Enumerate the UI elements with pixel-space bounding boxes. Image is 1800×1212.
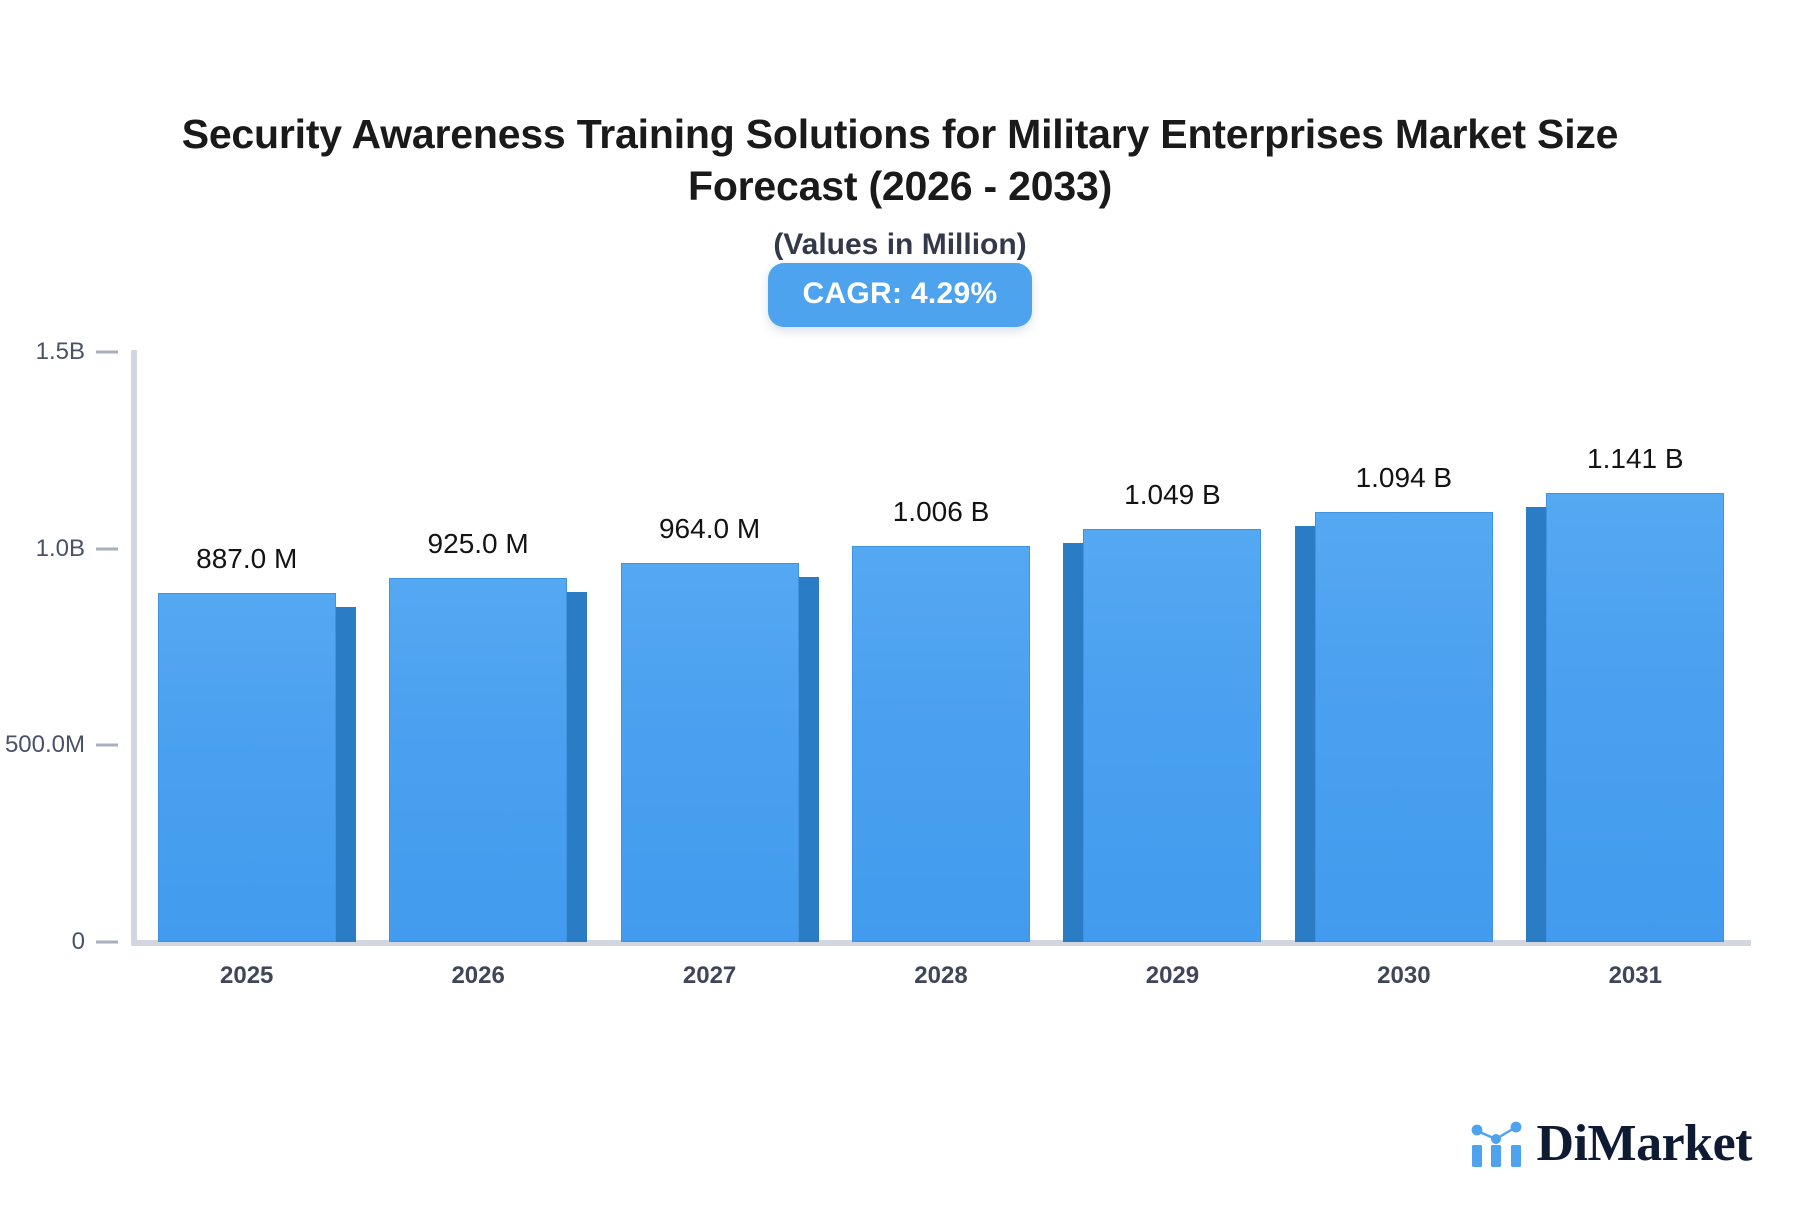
- bar[interactable]: [1526, 493, 1725, 942]
- bar[interactable]: [389, 578, 588, 942]
- bar[interactable]: [852, 546, 1030, 942]
- title-block: Security Awareness Training Solutions fo…: [0, 108, 1800, 213]
- bar-value-label: 887.0 M: [196, 543, 298, 575]
- dimarket-logo: DiMarket: [1469, 1115, 1753, 1172]
- y-axis-tick-mark: [96, 350, 118, 354]
- bar-value-label: 925.0 M: [427, 528, 529, 560]
- bar-front-face: [157, 593, 336, 942]
- x-axis-tick-label: 2030: [1377, 962, 1431, 989]
- bar-side-face: [335, 607, 356, 942]
- bar-side-face: [567, 592, 588, 942]
- y-axis-tick-label: 1.0B: [35, 534, 85, 562]
- y-axis-tick-label: 0: [71, 928, 85, 955]
- bar[interactable]: [1063, 529, 1262, 942]
- cagr-badge-wrap: CAGR: 4.29%: [0, 263, 1800, 327]
- bar-front-face: [620, 562, 799, 942]
- x-axis-tick-label: 2029: [1145, 962, 1200, 989]
- bar[interactable]: [620, 562, 819, 942]
- x-axis-tick-label: 2026: [451, 962, 505, 989]
- bar-column[interactable]: 887.0 M: [157, 523, 356, 942]
- bars-layer: 887.0 M 925.0 M 964.0 M 1.006 B 1.049 B 1.094…: [131, 0, 1751, 1212]
- bar-front-face: [1314, 511, 1493, 942]
- bar-chart-icon: [1471, 1121, 1521, 1167]
- bar-side-face: [798, 576, 819, 942]
- y-axis-tick-label: 500.0M: [4, 731, 85, 759]
- bar-front-face: [852, 546, 1030, 942]
- chart-subtitle: (Values in Million): [773, 228, 1027, 261]
- bar[interactable]: [1294, 511, 1493, 942]
- bar-column[interactable]: 1.049 B: [1063, 459, 1262, 942]
- x-axis-tick-label: 2027: [682, 962, 737, 989]
- y-axis-line: [131, 350, 137, 945]
- x-axis-tick-label: 2031: [1608, 962, 1662, 989]
- bar-side-face: [1526, 507, 1547, 942]
- bar-front-face: [1546, 493, 1725, 942]
- bar-front-face: [389, 578, 568, 942]
- y-axis-tick-mark: [96, 547, 118, 551]
- bar-value-label: 1.006 B: [892, 496, 990, 528]
- y-axis-tick-mark: [96, 743, 118, 747]
- logo-text: DiMarket: [1536, 1115, 1753, 1172]
- page-title: Security Awareness Training Solutions fo…: [181, 111, 1619, 210]
- x-axis-tick-label: 2028: [914, 962, 968, 989]
- bar-front-face: [1083, 529, 1262, 942]
- bar-value-label: 1.049 B: [1124, 479, 1221, 511]
- cagr-badge: CAGR: 4.29%: [768, 263, 1032, 327]
- x-axis-line: [131, 940, 1751, 946]
- bar-column[interactable]: 1.094 B: [1294, 442, 1493, 942]
- bar-side-face: [1294, 525, 1315, 942]
- bar-value-label: 964.0 M: [658, 512, 761, 544]
- bar-value-label: 1.094 B: [1355, 461, 1453, 493]
- y-axis-tick-label: 1.5B: [35, 338, 85, 365]
- bar-column[interactable]: 1.006 B: [852, 476, 1030, 942]
- bar-side-face: [1063, 543, 1084, 942]
- bar-column[interactable]: 1.141 B: [1526, 423, 1725, 942]
- bar-column[interactable]: 925.0 M: [389, 508, 588, 942]
- bar-column[interactable]: 964.0 M: [620, 493, 819, 942]
- y-axis-tick-mark: [96, 940, 118, 944]
- bar[interactable]: [157, 593, 356, 942]
- x-axis-tick-label: 2025: [220, 962, 274, 989]
- bar-value-label: 1.141 B: [1587, 443, 1684, 475]
